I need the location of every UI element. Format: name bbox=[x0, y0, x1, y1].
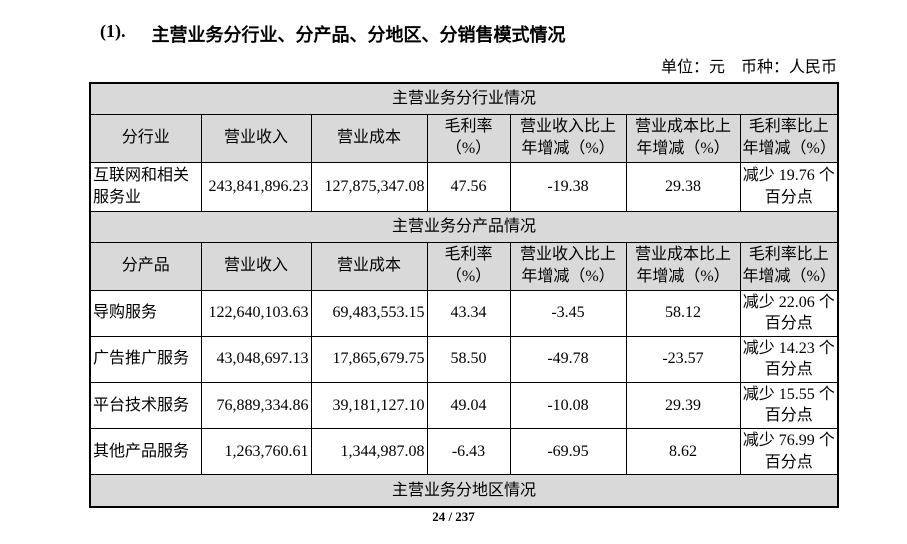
col-header-cost-change: 营业成本比上年增减（%） bbox=[625, 241, 741, 291]
col-header-cost: 营业成本 bbox=[310, 113, 428, 163]
cost-change-cell: -23.57 bbox=[625, 335, 741, 383]
cost-change-cell: 8.62 bbox=[625, 428, 741, 476]
page-heading: (1). 主营业务分行业、分产品、分地区、分销售模式情况 bbox=[100, 21, 566, 47]
col-header-cost: 营业成本 bbox=[310, 241, 428, 291]
unit-currency-note: 单位：元 币种：人民币 bbox=[660, 59, 837, 76]
section-title-region: 主营业务分地区情况 bbox=[89, 474, 839, 508]
product-name-cell: 广告推广服务 bbox=[89, 335, 202, 383]
margin-change-cell: 减少 22.06 个百分点 bbox=[739, 289, 839, 337]
revenue-cell: 1,263,760.61 bbox=[200, 428, 312, 476]
col-header-industry: 分行业 bbox=[89, 113, 202, 163]
product-header-row: 分产品 营业收入 营业成本 毛利率（%） 营业收入比上年增减（%） 营业成本比上… bbox=[89, 241, 839, 291]
margin-change-cell: 减少 19.76 个百分点 bbox=[739, 161, 839, 212]
col-header-cost-change: 营业成本比上年增减（%） bbox=[625, 113, 741, 163]
gross-margin-cell: -6.43 bbox=[426, 428, 511, 476]
industry-header-row: 分行业 营业收入 营业成本 毛利率（%） 营业收入比上年增减（%） 营业成本比上… bbox=[89, 113, 839, 163]
col-header-margin-change: 毛利率比上年增减（%） bbox=[739, 113, 839, 163]
cost-cell: 17,865,679.75 bbox=[310, 335, 428, 383]
col-header-revenue: 营业收入 bbox=[200, 113, 312, 163]
revenue-change-cell: -10.08 bbox=[509, 381, 627, 430]
revenue-cell: 243,841,896.23 bbox=[200, 161, 312, 212]
cost-change-cell: 29.39 bbox=[625, 381, 741, 430]
product-name-cell: 平台技术服务 bbox=[89, 381, 202, 430]
section-row-industry: 主营业务分行业情况 bbox=[89, 82, 839, 115]
revenue-cell: 43,048,697.13 bbox=[200, 335, 312, 383]
table-row: 其他产品服务 1,263,760.61 1,344,987.08 -6.43 -… bbox=[89, 428, 839, 476]
section-row-product: 主营业务分产品情况 bbox=[89, 210, 839, 243]
section-title-industry: 主营业务分行业情况 bbox=[89, 82, 839, 115]
revenue-change-cell: -49.78 bbox=[509, 335, 627, 383]
product-name-cell: 其他产品服务 bbox=[89, 428, 202, 476]
heading-number: (1). bbox=[100, 21, 126, 41]
cost-cell: 69,483,553.15 bbox=[310, 289, 428, 337]
col-header-product: 分产品 bbox=[89, 241, 202, 291]
cost-cell: 1,344,987.08 bbox=[310, 428, 428, 476]
table-row: 广告推广服务 43,048,697.13 17,865,679.75 58.50… bbox=[89, 335, 839, 383]
cost-change-cell: 29.38 bbox=[625, 161, 741, 212]
margin-change-cell: 减少 76.99 个百分点 bbox=[739, 428, 839, 476]
main-business-table: 主营业务分行业情况 分行业 营业收入 营业成本 毛利率（%） 营业收入比上年增减… bbox=[89, 82, 840, 508]
gross-margin-cell: 49.04 bbox=[426, 381, 511, 430]
gross-margin-cell: 58.50 bbox=[426, 335, 511, 383]
section-title-product: 主营业务分产品情况 bbox=[89, 210, 839, 243]
gross-margin-cell: 47.56 bbox=[426, 161, 511, 212]
margin-change-cell: 减少 14.23 个百分点 bbox=[739, 335, 839, 383]
cost-cell: 127,875,347.08 bbox=[310, 161, 428, 212]
cost-cell: 39,181,127.10 bbox=[310, 381, 428, 430]
section-row-region: 主营业务分地区情况 bbox=[89, 474, 839, 508]
revenue-change-cell: -3.45 bbox=[509, 289, 627, 337]
product-name-cell: 导购服务 bbox=[89, 289, 202, 337]
col-header-revenue-change: 营业收入比上年增减（%） bbox=[509, 113, 627, 163]
heading-title: 主营业务分行业、分产品、分地区、分销售模式情况 bbox=[151, 25, 566, 45]
col-header-gross-margin: 毛利率（%） bbox=[426, 241, 511, 291]
industry-name-cell: 互联网和相关服务业 bbox=[89, 161, 202, 212]
cost-change-cell: 58.12 bbox=[625, 289, 741, 337]
margin-change-cell: 减少 15.55 个百分点 bbox=[739, 381, 839, 430]
revenue-cell: 122,640,103.63 bbox=[200, 289, 312, 337]
revenue-cell: 76,889,334.86 bbox=[200, 381, 312, 430]
gross-margin-cell: 43.34 bbox=[426, 289, 511, 337]
table-row: 互联网和相关服务业 243,841,896.23 127,875,347.08 … bbox=[89, 161, 839, 212]
col-header-revenue-change: 营业收入比上年增减（%） bbox=[509, 241, 627, 291]
revenue-change-cell: -19.38 bbox=[509, 161, 627, 212]
col-header-margin-change: 毛利率比上年增减（%） bbox=[739, 241, 839, 291]
col-header-revenue: 营业收入 bbox=[200, 241, 312, 291]
revenue-change-cell: -69.95 bbox=[509, 428, 627, 476]
table-row: 导购服务 122,640,103.63 69,483,553.15 43.34 … bbox=[89, 289, 839, 337]
page-number: 24 / 237 bbox=[432, 509, 475, 524]
table-row: 平台技术服务 76,889,334.86 39,181,127.10 49.04… bbox=[89, 381, 839, 430]
col-header-gross-margin: 毛利率（%） bbox=[426, 113, 511, 163]
